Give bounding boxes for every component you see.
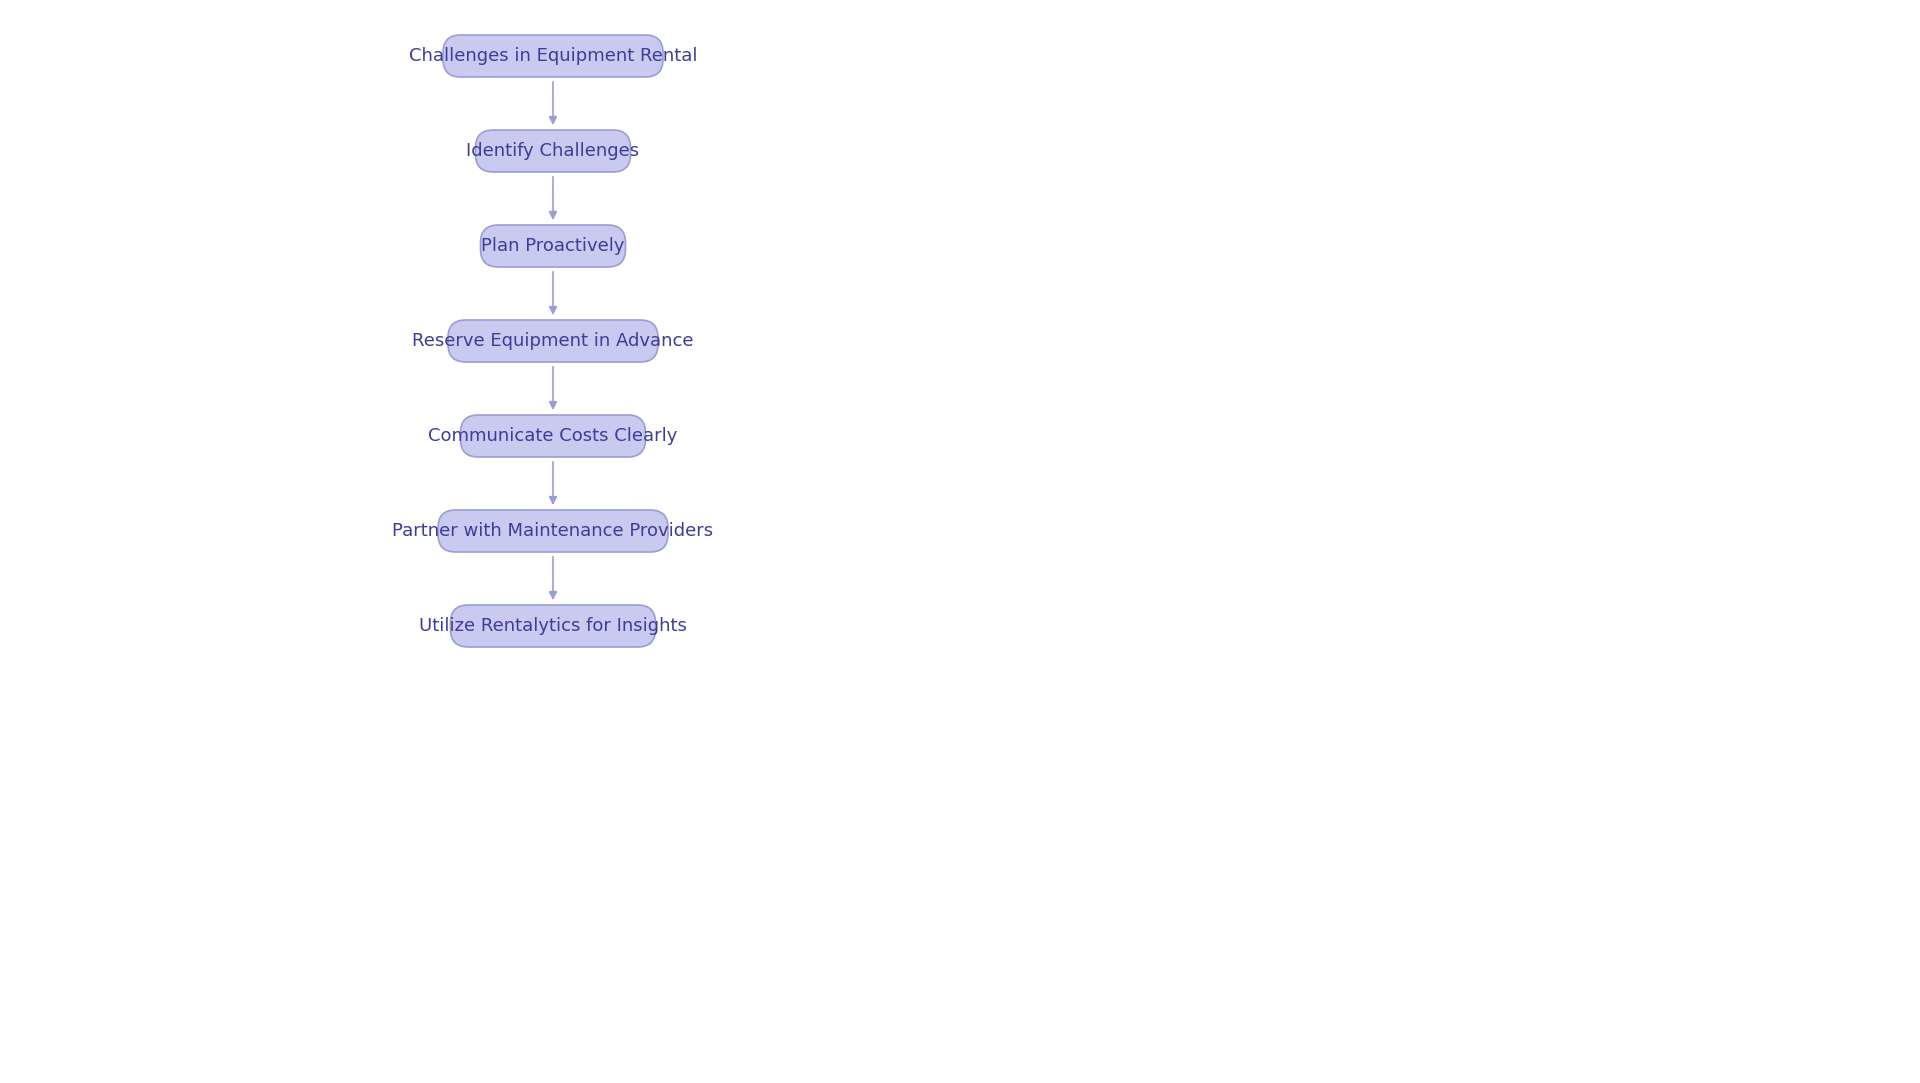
FancyBboxPatch shape [444, 35, 662, 77]
Text: Communicate Costs Clearly: Communicate Costs Clearly [428, 427, 678, 445]
FancyBboxPatch shape [451, 605, 655, 647]
Text: Challenges in Equipment Rental: Challenges in Equipment Rental [409, 47, 697, 65]
Text: Identify Challenges: Identify Challenges [467, 142, 639, 160]
Text: Utilize Rentalytics for Insights: Utilize Rentalytics for Insights [419, 617, 687, 635]
Text: Partner with Maintenance Providers: Partner with Maintenance Providers [392, 522, 714, 540]
Text: Plan Proactively: Plan Proactively [482, 237, 624, 255]
Text: Reserve Equipment in Advance: Reserve Equipment in Advance [413, 332, 693, 350]
FancyBboxPatch shape [438, 510, 668, 552]
FancyBboxPatch shape [476, 130, 630, 172]
FancyBboxPatch shape [461, 415, 645, 457]
FancyBboxPatch shape [447, 319, 659, 362]
FancyBboxPatch shape [480, 225, 626, 268]
